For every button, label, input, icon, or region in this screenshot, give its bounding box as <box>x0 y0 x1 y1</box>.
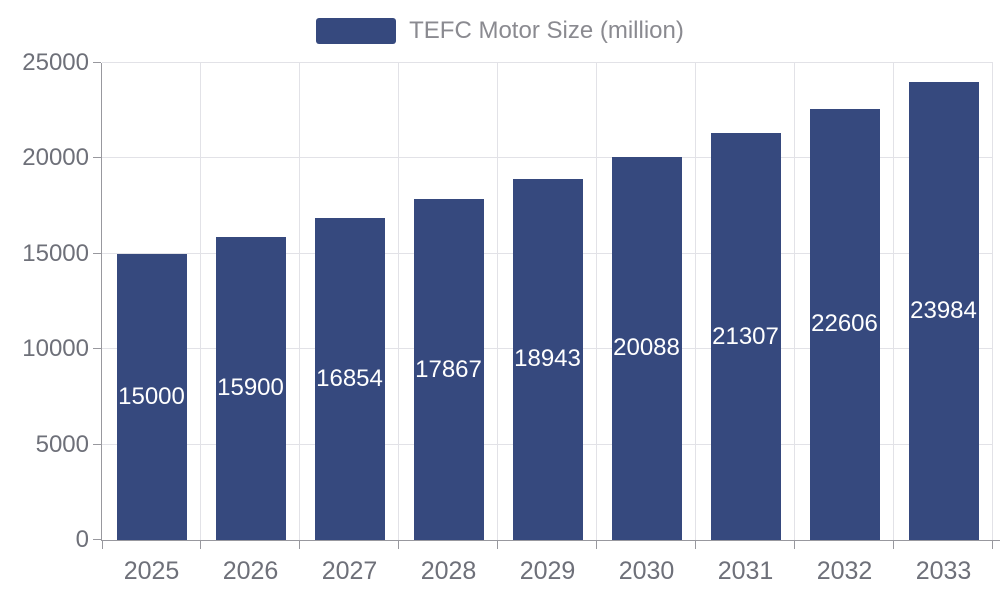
bar-value-label: 21307 <box>712 322 779 350</box>
x-axis-tick <box>497 540 498 549</box>
bar[interactable]: 20088 <box>611 156 682 540</box>
gridline-horizontal <box>102 157 993 159</box>
x-axis-label: 2025 <box>123 557 180 585</box>
bar[interactable]: 21307 <box>710 133 781 540</box>
bar[interactable]: 15900 <box>215 236 286 540</box>
gridline-vertical <box>497 63 498 540</box>
bar[interactable]: 16854 <box>314 218 385 540</box>
bar[interactable]: 23984 <box>908 82 979 540</box>
legend-item[interactable]: TEFC Motor Size (million) <box>0 18 1000 44</box>
bar-value-label: 20088 <box>613 334 680 362</box>
bar[interactable]: 17867 <box>413 199 484 540</box>
y-axis-tick <box>93 348 101 350</box>
gridline-vertical <box>893 63 894 540</box>
y-axis-tick <box>93 62 101 63</box>
y-axis-label: 0 <box>75 526 89 553</box>
x-axis-label: 2026 <box>222 557 279 585</box>
y-axis-tick <box>93 157 101 159</box>
gridline-horizontal <box>102 62 993 63</box>
gridline-vertical <box>992 63 993 540</box>
x-axis-line <box>101 540 1000 541</box>
bar-value-label: 18943 <box>514 345 581 373</box>
gridline-vertical <box>794 63 795 540</box>
bar-value-label: 22606 <box>811 310 878 338</box>
plot-area: 0 5000 10000 15000 20000 25000 15000 2025 15900 2… <box>22 49 1000 585</box>
x-axis-label: 2027 <box>321 557 378 585</box>
x-axis-label: 2031 <box>717 557 774 585</box>
gridline-vertical <box>596 63 597 540</box>
x-axis-tick <box>299 540 300 549</box>
bar-value-label: 16854 <box>316 365 383 393</box>
gridline-vertical <box>398 63 399 540</box>
y-axis-line <box>101 63 102 540</box>
x-axis-label: 2030 <box>618 557 675 585</box>
gridline-vertical <box>695 63 696 540</box>
bar-value-label: 15900 <box>217 374 284 402</box>
y-axis-label: 15000 <box>22 239 89 267</box>
x-axis-tick <box>102 540 103 549</box>
bar-value-label: 15000 <box>118 382 185 410</box>
y-axis-label: 10000 <box>22 335 89 363</box>
x-axis-tick <box>596 540 597 549</box>
legend-label: TEFC Motor Size (million) <box>409 17 684 44</box>
gridline-vertical <box>299 63 300 540</box>
x-axis-tick <box>992 540 993 549</box>
x-axis-label: 2033 <box>915 557 972 585</box>
bar[interactable]: 22606 <box>809 108 880 540</box>
bar[interactable]: 18943 <box>512 178 583 540</box>
y-axis-label: 25000 <box>22 49 89 76</box>
bar-value-label: 17867 <box>415 355 482 383</box>
x-axis-label: 2028 <box>420 557 477 585</box>
y-axis-tick <box>93 443 101 445</box>
x-axis-tick <box>200 540 201 549</box>
x-axis-tick <box>695 540 696 549</box>
y-axis-label: 5000 <box>35 430 89 458</box>
legend-swatch <box>316 18 397 44</box>
x-axis-label: 2029 <box>519 557 576 585</box>
bar-value-label: 23984 <box>910 297 977 325</box>
y-axis-tick <box>93 539 101 540</box>
x-axis-tick <box>893 540 894 549</box>
x-axis-label: 2032 <box>816 557 873 585</box>
gridline-vertical <box>200 63 201 540</box>
x-axis-tick <box>398 540 399 549</box>
y-axis-tick <box>93 252 101 254</box>
bar[interactable]: 15000 <box>116 253 187 540</box>
y-axis-label: 20000 <box>22 144 89 172</box>
x-axis-tick <box>794 540 795 549</box>
